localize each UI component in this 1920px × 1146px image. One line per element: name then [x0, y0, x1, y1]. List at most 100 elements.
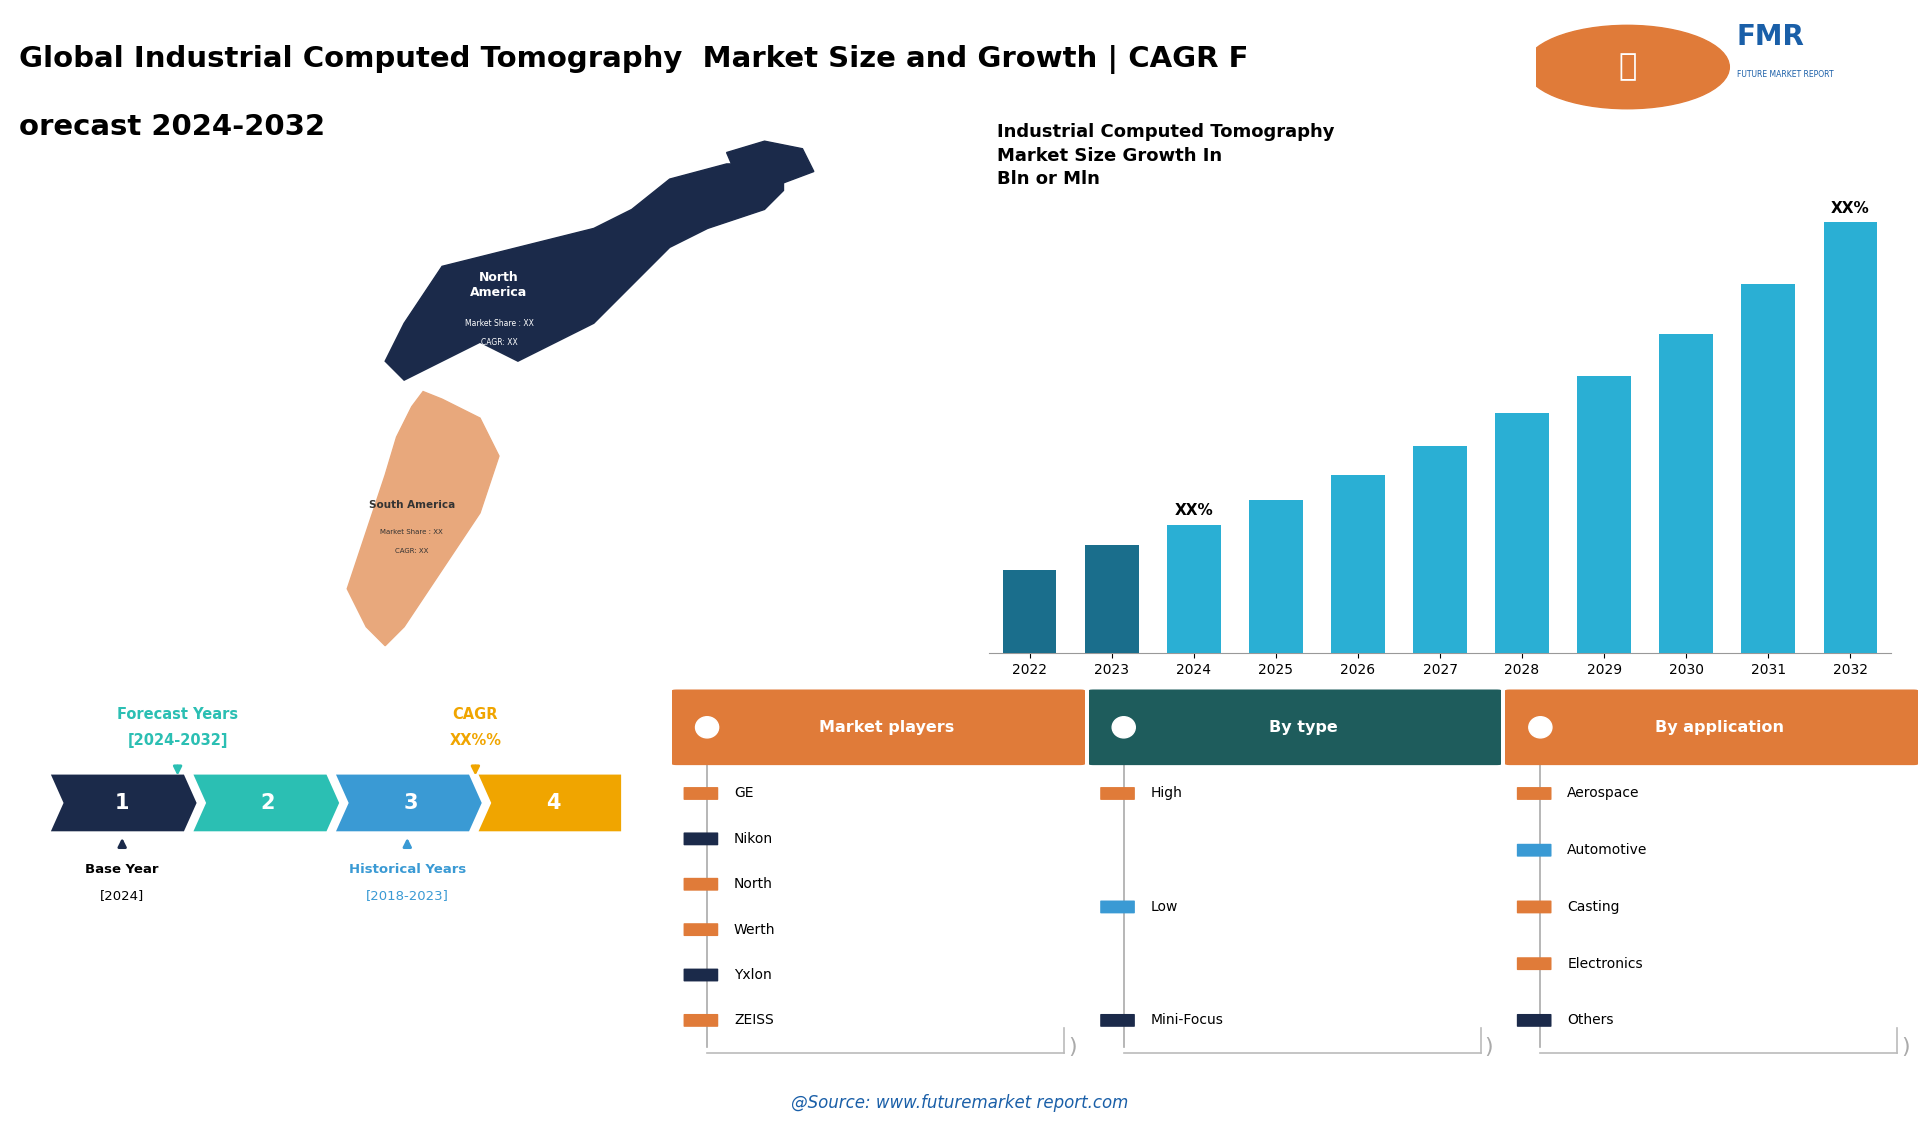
Polygon shape — [386, 164, 783, 380]
Text: CAGR: CAGR — [453, 707, 497, 722]
FancyBboxPatch shape — [666, 690, 1091, 766]
Text: By application: By application — [1655, 720, 1784, 735]
Bar — [1413, 446, 1467, 653]
Polygon shape — [726, 141, 814, 183]
Text: MEA: MEA — [1425, 362, 1453, 375]
Text: GE: GE — [733, 786, 753, 801]
Polygon shape — [1344, 266, 1503, 570]
Polygon shape — [1421, 190, 1523, 277]
Polygon shape — [336, 775, 482, 831]
Polygon shape — [1421, 164, 1503, 198]
Text: Industrial Computed Tomography
Market Size Growth In
Bln or Mln: Industrial Computed Tomography Market Si… — [996, 124, 1334, 188]
Bar — [1331, 476, 1384, 653]
Text: South America: South America — [369, 501, 455, 510]
FancyBboxPatch shape — [1517, 787, 1551, 800]
Bar — [1167, 525, 1221, 653]
Text: [2018-2023]: [2018-2023] — [367, 889, 449, 902]
FancyBboxPatch shape — [1100, 1014, 1135, 1027]
Circle shape — [1528, 716, 1551, 738]
Text: Historical Years: Historical Years — [349, 863, 467, 876]
Text: Others: Others — [1567, 1013, 1613, 1028]
Text: CAGR: XX: CAGR: XX — [396, 548, 428, 554]
Text: North
America: North America — [470, 272, 528, 299]
Text: Low: Low — [1150, 900, 1179, 915]
Text: ⛹: ⛹ — [1619, 53, 1636, 81]
Polygon shape — [1486, 164, 1845, 248]
Text: Automotive: Automotive — [1567, 843, 1647, 857]
Text: CAGR: XX: CAGR: XX — [1884, 312, 1920, 320]
FancyBboxPatch shape — [1517, 1014, 1551, 1027]
Text: 1: 1 — [115, 793, 129, 813]
Text: Market players: Market players — [820, 720, 954, 735]
Text: Yxlon: Yxlon — [733, 968, 772, 982]
Text: Aerospace: Aerospace — [1567, 786, 1640, 801]
FancyBboxPatch shape — [1100, 901, 1135, 913]
Text: ): ) — [1068, 1037, 1077, 1057]
Text: Asia Pacific: Asia Pacific — [1864, 260, 1920, 273]
Text: CAGR: XX: CAGR: XX — [1421, 414, 1457, 423]
Text: Forecast Years: Forecast Years — [117, 707, 238, 722]
Polygon shape — [348, 392, 499, 645]
Text: orecast 2024-2032: orecast 2024-2032 — [19, 112, 324, 141]
Text: 4: 4 — [545, 793, 561, 813]
Polygon shape — [478, 775, 622, 831]
Text: Base Year: Base Year — [84, 863, 159, 876]
Text: [2024]: [2024] — [100, 889, 144, 902]
Text: ): ) — [1901, 1037, 1910, 1057]
FancyBboxPatch shape — [1083, 690, 1507, 766]
Text: ZEISS: ZEISS — [733, 1013, 774, 1028]
FancyBboxPatch shape — [1517, 901, 1551, 913]
Circle shape — [695, 716, 718, 738]
Bar — [1578, 376, 1630, 653]
Text: Casting: Casting — [1567, 900, 1620, 915]
Bar — [1824, 222, 1878, 653]
FancyBboxPatch shape — [684, 787, 718, 800]
FancyBboxPatch shape — [684, 1014, 718, 1027]
Text: Electronics: Electronics — [1567, 957, 1644, 971]
Text: 2: 2 — [261, 793, 275, 813]
Text: 3: 3 — [403, 793, 419, 813]
FancyBboxPatch shape — [684, 832, 718, 846]
Polygon shape — [1599, 152, 1920, 361]
Text: Market Share : XX: Market Share : XX — [1868, 289, 1920, 298]
FancyBboxPatch shape — [684, 968, 718, 981]
Text: FUTURE MARKET REPORT: FUTURE MARKET REPORT — [1736, 70, 1834, 79]
Polygon shape — [1486, 305, 1561, 361]
Text: Market Share : XX: Market Share : XX — [380, 529, 444, 535]
Text: CAGR: XX: CAGR: XX — [480, 338, 516, 347]
Text: XX%: XX% — [1175, 503, 1213, 518]
Text: Nikon: Nikon — [733, 832, 774, 846]
FancyBboxPatch shape — [1100, 787, 1135, 800]
Bar — [1250, 500, 1302, 653]
Polygon shape — [50, 775, 196, 831]
Text: Mini-Focus: Mini-Focus — [1150, 1013, 1223, 1028]
Bar — [1659, 335, 1713, 653]
Text: CAGR: XX: CAGR: XX — [1638, 246, 1674, 256]
Bar — [1085, 545, 1139, 653]
Bar — [1002, 571, 1056, 653]
Text: High: High — [1150, 786, 1183, 801]
Text: Europe: Europe — [1632, 203, 1680, 215]
Polygon shape — [1891, 482, 1920, 589]
Text: Werth: Werth — [733, 923, 776, 936]
Text: FMR: FMR — [1736, 23, 1805, 52]
Text: XX%%: XX%% — [449, 733, 501, 748]
Text: [2024-2032]: [2024-2032] — [127, 733, 228, 748]
Bar — [1496, 413, 1549, 653]
FancyBboxPatch shape — [1517, 957, 1551, 971]
Text: Market Share : XX: Market Share : XX — [465, 319, 534, 328]
Circle shape — [1112, 716, 1135, 738]
Text: ): ) — [1484, 1037, 1494, 1057]
Text: Market Share : XX: Market Share : XX — [1622, 228, 1690, 237]
Circle shape — [1524, 25, 1730, 109]
Polygon shape — [1701, 323, 1789, 418]
Polygon shape — [194, 775, 340, 831]
Text: Global Industrial Computed Tomography  Market Size and Growth | CAGR F: Global Industrial Computed Tomography Ma… — [19, 45, 1248, 74]
FancyBboxPatch shape — [1517, 843, 1551, 857]
Text: Market Share : XX: Market Share : XX — [1405, 391, 1475, 400]
Text: XX%: XX% — [1832, 201, 1870, 215]
Text: North: North — [733, 877, 772, 892]
Bar — [1741, 284, 1795, 653]
Text: @Source: www.futuremarket report.com: @Source: www.futuremarket report.com — [791, 1094, 1129, 1112]
Text: By type: By type — [1269, 720, 1338, 735]
